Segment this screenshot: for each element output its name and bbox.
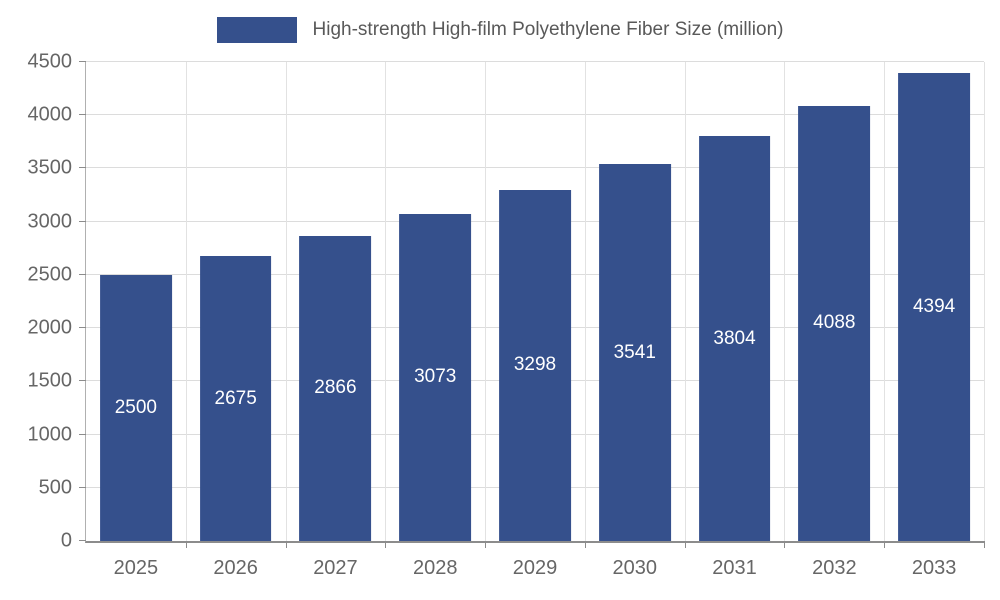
y-tick-mark: [79, 114, 86, 116]
bar: 4088: [798, 105, 871, 541]
y-tick-mark: [79, 273, 86, 275]
y-tick-mark: [79, 220, 86, 222]
y-tick-label: 1000: [27, 423, 73, 446]
x-tick-label: 2025: [113, 557, 159, 579]
bar: 2500: [99, 274, 172, 541]
gridline-v: [984, 62, 985, 541]
gridline-v: [684, 62, 686, 541]
y-tick-label: 4000: [27, 103, 73, 126]
gridline-v: [285, 62, 287, 541]
gridline-v: [584, 62, 586, 541]
bar-value-label: 2866: [314, 377, 357, 399]
x-tick-label: 2033: [911, 557, 957, 579]
y-tick-label: 1500: [27, 369, 73, 392]
x-tick-mark: [884, 541, 886, 548]
bar-value-label: 3298: [513, 354, 557, 376]
legend[interactable]: High-strength High-film Polyethylene Fib…: [0, 12, 1000, 48]
bar-value-label: 2500: [114, 396, 158, 418]
y-tick-label: 3500: [27, 156, 73, 179]
gridline-v: [784, 62, 786, 541]
gridline-v: [485, 62, 487, 541]
x-tick-mark: [485, 541, 487, 548]
gridline-v: [884, 62, 886, 541]
x-tick-mark: [984, 541, 985, 548]
legend-label: High-strength High-film Polyethylene Fib…: [312, 19, 784, 40]
gridline-h: [86, 114, 984, 116]
y-tick-mark: [79, 433, 86, 435]
legend-swatch[interactable]: [216, 17, 297, 43]
y-tick-mark: [79, 540, 86, 541]
bar: 2866: [299, 235, 372, 541]
x-tick-mark: [784, 541, 786, 548]
y-tick-mark: [79, 486, 86, 488]
y-tick-mark: [79, 61, 86, 62]
y-tick-mark: [79, 380, 86, 382]
bar-value-label: 3541: [613, 341, 656, 363]
y-tick-label: 4500: [27, 50, 73, 73]
y-tick-label: 2500: [27, 263, 73, 286]
bar: 2675: [199, 256, 272, 541]
gridline-h: [86, 167, 984, 169]
x-tick-mark: [385, 541, 387, 548]
x-tick-label: 2027: [313, 557, 358, 579]
gridline-v: [185, 62, 187, 541]
x-tick-label: 2028: [412, 557, 458, 579]
x-tick-mark: [584, 541, 586, 548]
x-tick-label: 2031: [712, 557, 757, 579]
bar-value-label: 4088: [813, 312, 856, 334]
bar-value-label: 3073: [414, 366, 457, 388]
y-tick-mark: [79, 167, 86, 169]
x-tick-label: 2026: [213, 557, 258, 579]
bar-value-label: 3804: [713, 327, 756, 349]
y-tick-label: 500: [38, 476, 72, 499]
gridline-v: [385, 62, 387, 541]
x-tick-mark: [684, 541, 686, 548]
y-tick-label: 2000: [27, 316, 73, 339]
x-tick-label: 2029: [512, 557, 558, 579]
plot-area: 0 500 1000 1500 2000 2500 3000 3500 4000 4500 2500…: [28, 51, 985, 579]
y-tick-label: 3000: [27, 210, 73, 233]
y-tick-label: 0: [60, 529, 72, 552]
bar: 4394: [898, 73, 971, 541]
bar-value-label: 4394: [912, 296, 956, 318]
bar-value-label: 2675: [214, 387, 257, 409]
gridline-h: [86, 61, 984, 62]
bar: 3541: [598, 164, 671, 541]
bar: 3804: [698, 136, 771, 541]
x-tick-mark: [185, 541, 187, 548]
y-tick-mark: [79, 327, 86, 329]
x-tick-label: 2030: [612, 557, 658, 579]
bar: 3298: [499, 189, 571, 541]
x-tick-mark: [285, 541, 287, 548]
bar: 3073: [399, 213, 472, 541]
x-tick-label: 2032: [812, 557, 857, 579]
